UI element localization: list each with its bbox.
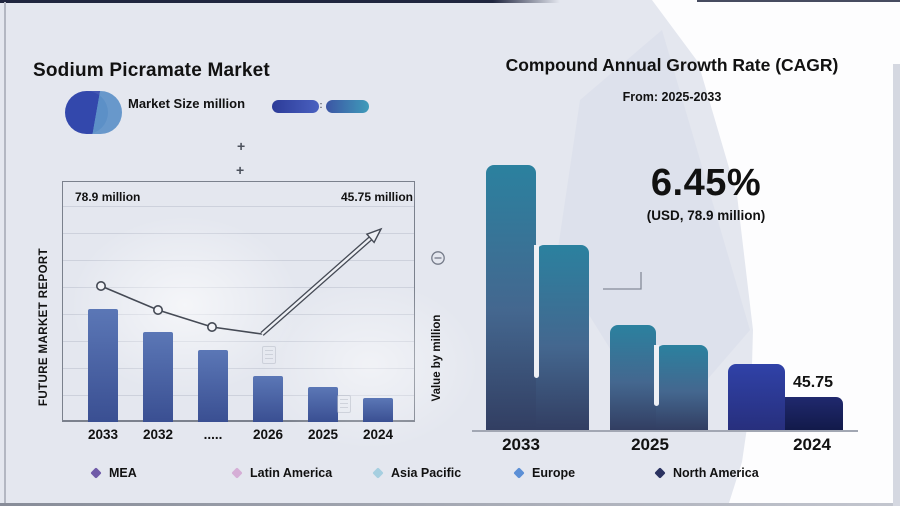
cagr-bar-2025-a (610, 325, 656, 430)
cagr-x-tick-2025: 2025 (631, 435, 669, 454)
market-size-label: Market Size million (128, 96, 246, 111)
legend-pill-teal (326, 100, 369, 113)
cagr-subtitle: From: 2025-2033 (622, 90, 722, 104)
legend-item-mea: MEA (90, 466, 137, 480)
cagr-value: 6.45% (650, 162, 762, 204)
cagr-basis-note: (USD, 78.9 million) (646, 208, 766, 223)
market-size-bar-2024 (363, 398, 393, 422)
cagr-bar-2024-b (785, 397, 843, 430)
cagr-x-tick-2024: 2024 (793, 435, 831, 454)
x-tick-2024: 2024 (362, 427, 394, 442)
legend-diamond-icon (654, 467, 666, 479)
legend-item-asia-pacific: Asia Pacific (372, 466, 462, 480)
annotation-78-9-million: 78.9 million (75, 190, 141, 204)
x-tick-2032: 2032 (142, 427, 174, 442)
cagr-bar-2025-b (656, 345, 708, 430)
legend-item-latin-america: Latin America (231, 466, 333, 480)
frame-bottom-line (0, 503, 900, 506)
legend-label: North America (673, 466, 759, 480)
cagr-title: Compound Annual Growth Rate (CAGR) (505, 55, 839, 75)
legend-label: Asia Pacific (391, 466, 462, 480)
market-size-bar-..... (198, 350, 228, 422)
legend-label: MEA (109, 466, 137, 480)
annotation-45-75-million: 45.75 million (340, 190, 413, 204)
x-tick-2026: 2026 (252, 427, 284, 442)
x-tick-2025: 2025 (307, 427, 339, 442)
legend-diamond-icon (513, 467, 525, 479)
cagr-baseline (472, 430, 858, 432)
left-chart-side-label: FUTURE MARKET REPORT (38, 247, 50, 407)
frame-left-line (4, 2, 6, 503)
market-size-bar-2025 (308, 387, 338, 422)
legend-item-europe: Europe (513, 466, 576, 480)
bar-gap (653, 345, 659, 406)
legend-diamond-icon (372, 467, 384, 479)
cagr-bar-2033-b (536, 245, 589, 430)
page-title: Sodium Picramate Market (33, 60, 270, 81)
annotation-45-75: 45.75 (792, 374, 834, 391)
clipboard-watermark-icon (262, 346, 276, 364)
cagr-bar-2033-a (486, 165, 536, 430)
cagr-x-tick-2033: 2033 (502, 435, 540, 454)
x-tick-2033: 2033 (87, 427, 119, 442)
frame-top-left-line (0, 0, 560, 3)
minus-circle-icon (431, 251, 445, 265)
legend-pill-dark-blue (272, 100, 319, 113)
plus-icon: + (237, 138, 246, 154)
background-cloud (260, 280, 480, 450)
cagr-bar-2024-a (728, 364, 785, 430)
legend-item-north-america: North America (654, 466, 759, 480)
legend-diamond-icon (90, 467, 102, 479)
value-axis-label: Value by million (431, 314, 443, 402)
pill-colon: : (319, 100, 323, 110)
frame-right-strip (893, 64, 900, 506)
legend-label: Latin America (250, 466, 333, 480)
market-size-bar-2032 (143, 332, 173, 422)
x-tick-.....: ..... (203, 427, 223, 442)
clipboard-watermark-icon (337, 395, 351, 413)
bar-gap (533, 245, 539, 378)
legend-diamond-icon (231, 467, 243, 479)
market-size-bar-2033 (88, 309, 118, 422)
legend-label: Europe (532, 466, 576, 480)
market-size-bar-2026 (253, 376, 283, 422)
plus-icon: + (236, 162, 245, 178)
cylinder-icon (65, 91, 122, 134)
frame-top-right-line (697, 0, 900, 2)
